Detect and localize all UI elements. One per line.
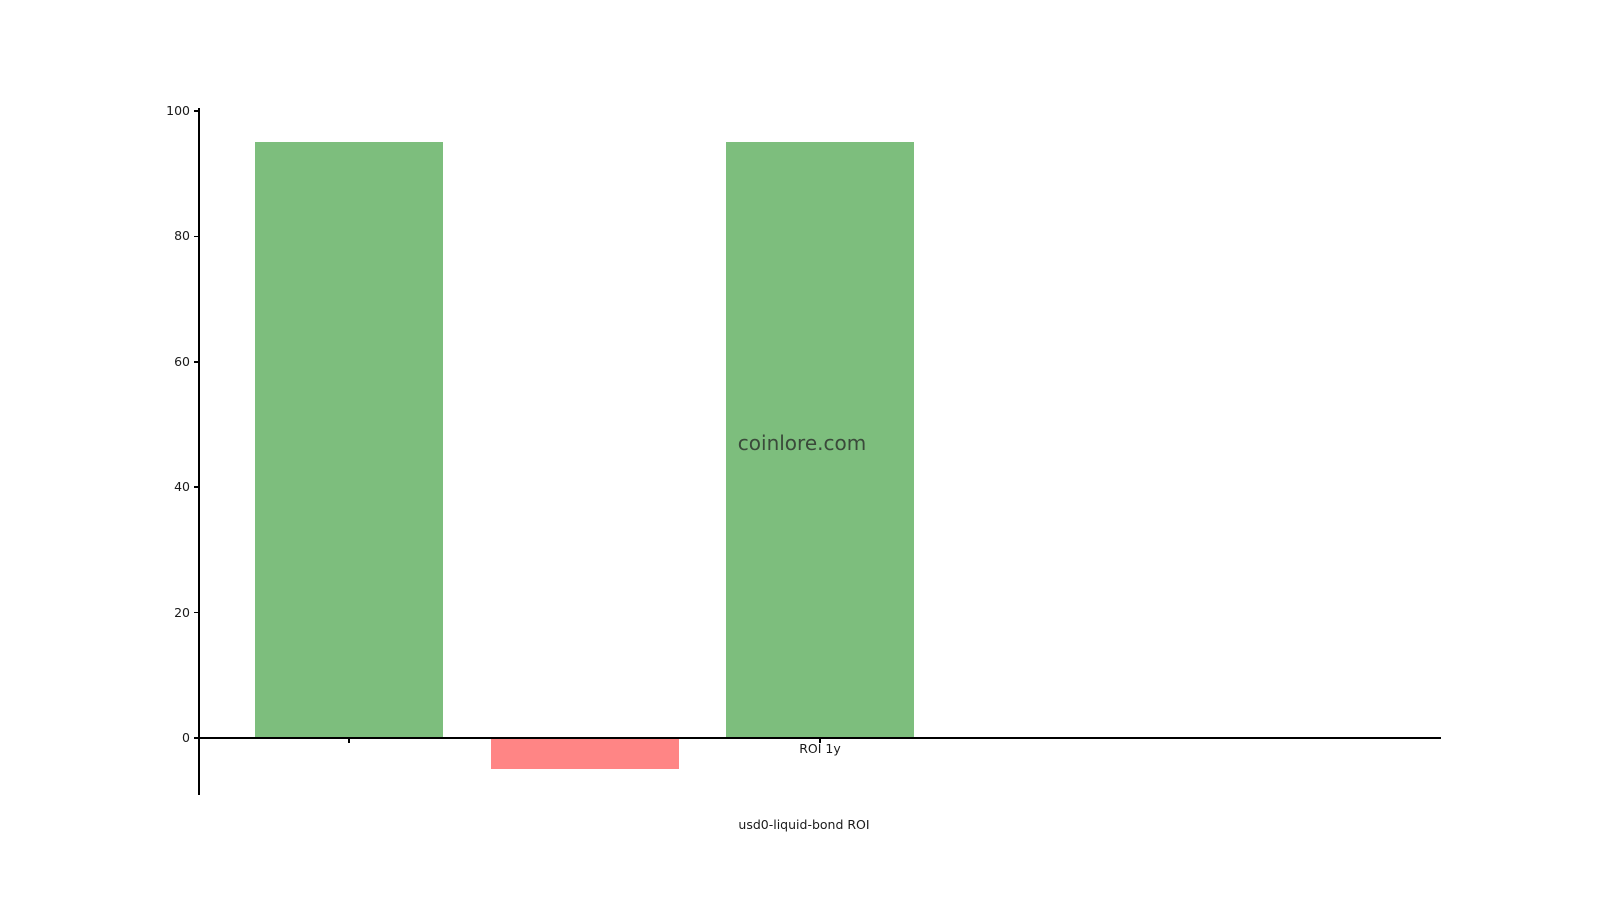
x-axis-line (199, 737, 1441, 739)
y-tick-label: 60 (174, 353, 190, 369)
y-tick-label: 0 (182, 730, 190, 745)
y-axis-line (198, 108, 200, 795)
bar (490, 738, 679, 770)
x-tick-label: ROI 1y (799, 741, 841, 756)
y-tick-mark (194, 110, 199, 112)
y-tick-label: 20 (174, 604, 190, 620)
y-tick-mark (194, 611, 199, 614)
y-tick-mark (194, 486, 199, 488)
bar (255, 142, 443, 738)
y-tick-mark (194, 737, 199, 739)
x-tick-mark (348, 738, 350, 743)
y-tick-label: 40 (174, 479, 190, 495)
chart-title: usd0-liquid-bond ROI (738, 817, 870, 832)
y-tick-mark (194, 235, 199, 238)
watermark-text: coinlore.com (737, 431, 867, 455)
bar (726, 142, 914, 738)
y-tick-mark (194, 361, 199, 363)
x-tick-mark (819, 738, 821, 743)
y-tick-label: 100 (166, 103, 190, 118)
y-tick-label: 80 (174, 228, 190, 244)
